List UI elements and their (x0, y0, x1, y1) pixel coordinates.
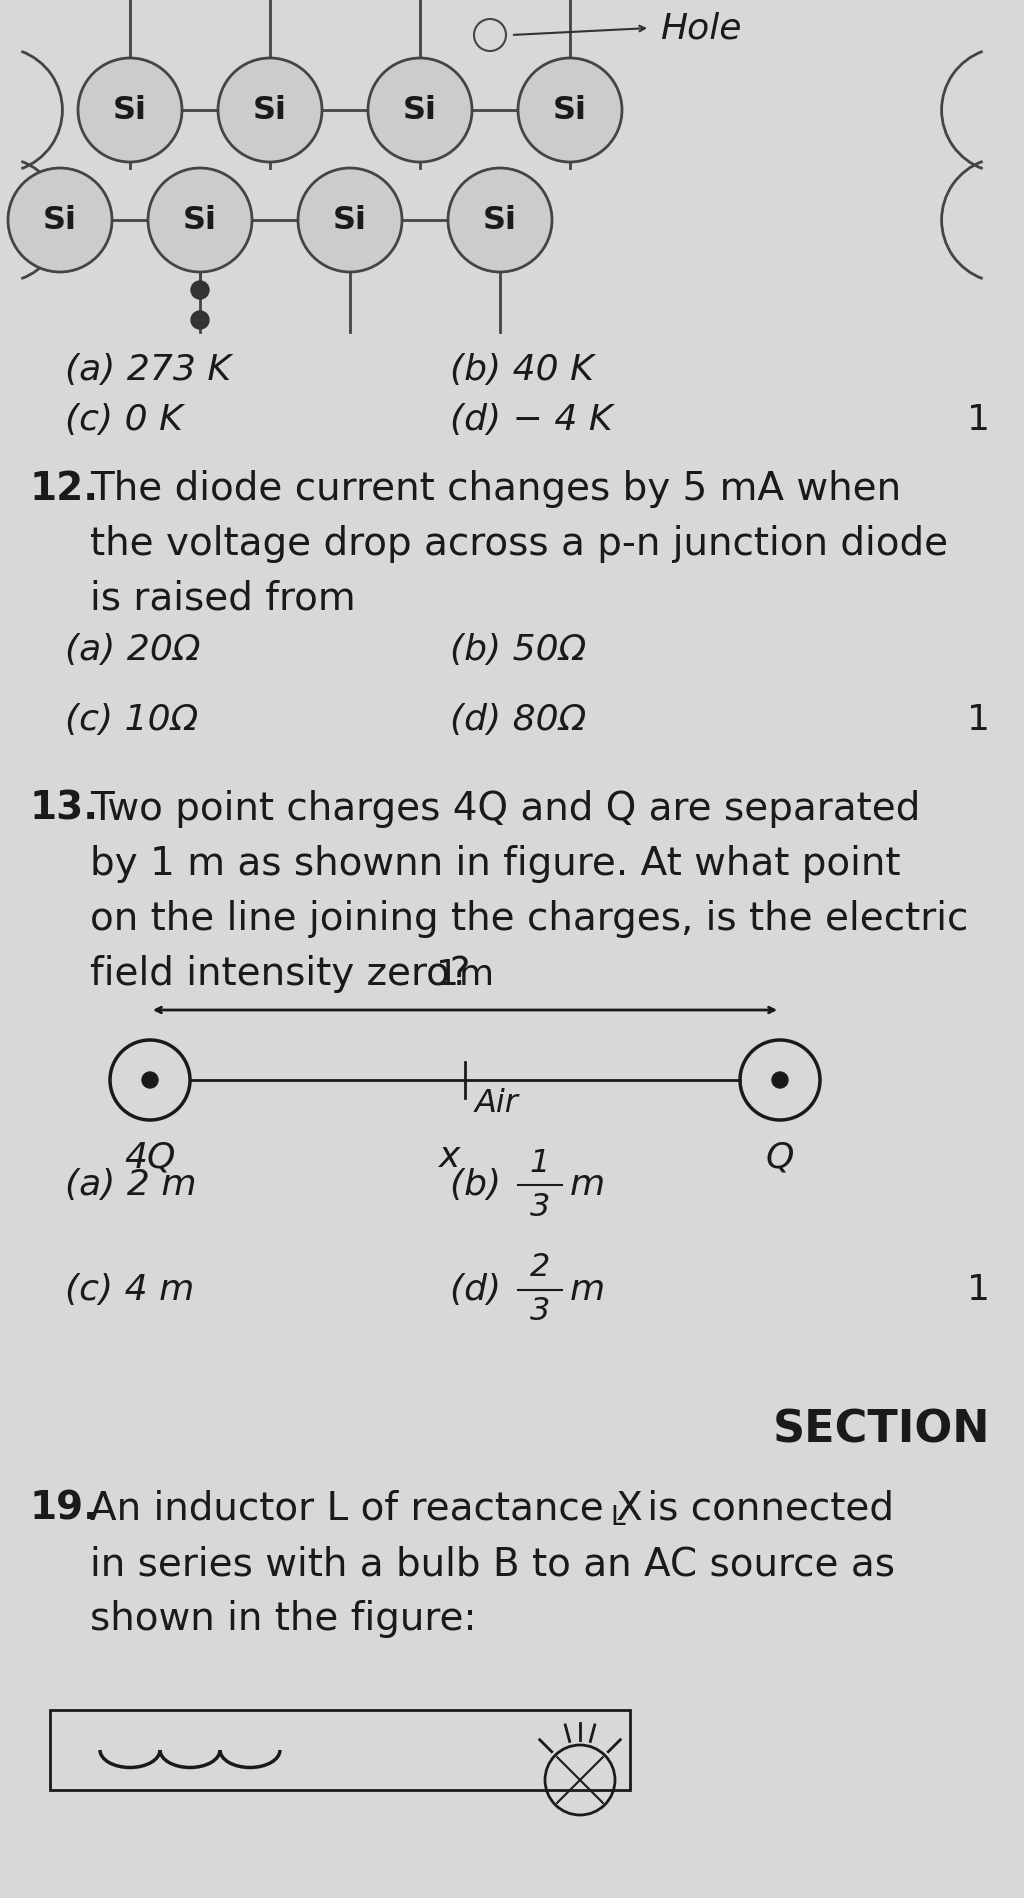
Text: x: x (439, 1141, 461, 1175)
Circle shape (191, 281, 209, 300)
Text: 3: 3 (529, 1296, 550, 1327)
Text: Si: Si (403, 95, 437, 125)
Circle shape (8, 169, 112, 271)
Circle shape (518, 59, 622, 161)
Text: (c) 10Ω: (c) 10Ω (65, 702, 199, 736)
Text: m: m (570, 1167, 605, 1201)
Text: 3: 3 (529, 1192, 550, 1222)
Text: SECTION: SECTION (772, 1408, 990, 1452)
Text: Si: Si (483, 205, 517, 235)
Text: 1: 1 (967, 1274, 990, 1308)
Text: Si: Si (113, 95, 147, 125)
Text: Q: Q (766, 1141, 795, 1175)
Text: Hole: Hole (660, 11, 741, 46)
Text: 1: 1 (967, 702, 990, 736)
Text: 1m: 1m (436, 958, 494, 993)
Bar (50, 1710, 630, 1790)
Text: is raised from: is raised from (90, 581, 355, 619)
Text: 19.: 19. (30, 1490, 99, 1528)
Text: (a) 273 K: (a) 273 K (65, 353, 231, 387)
Circle shape (449, 169, 552, 271)
Text: Si: Si (553, 95, 587, 125)
Text: by 1 m as shownn in figure. At what point: by 1 m as shownn in figure. At what poin… (90, 845, 900, 883)
Circle shape (772, 1072, 788, 1088)
Text: the voltage drop across a p-n junction diode: the voltage drop across a p-n junction d… (90, 526, 948, 564)
Circle shape (298, 169, 402, 271)
Text: 1: 1 (967, 402, 990, 437)
Text: 2: 2 (529, 1253, 550, 1283)
Text: 13.: 13. (30, 790, 99, 828)
Text: (b) 40 K: (b) 40 K (450, 353, 594, 387)
Circle shape (148, 169, 252, 271)
Circle shape (191, 311, 209, 328)
Text: on the line joining the charges, is the electric: on the line joining the charges, is the … (90, 900, 969, 938)
Text: (d) − 4 K: (d) − 4 K (450, 402, 612, 437)
Text: The diode current changes by 5 mA when: The diode current changes by 5 mA when (90, 471, 901, 509)
Text: Si: Si (183, 205, 217, 235)
Text: 1: 1 (529, 1148, 550, 1179)
Text: is connected: is connected (635, 1490, 894, 1528)
Text: 4Q: 4Q (124, 1141, 176, 1175)
Text: Si: Si (253, 95, 287, 125)
Text: Air: Air (475, 1088, 519, 1120)
Text: (b) 50Ω: (b) 50Ω (450, 634, 587, 666)
Text: (a) 2 m: (a) 2 m (65, 1167, 197, 1201)
Text: m: m (570, 1274, 605, 1308)
Text: field intensity zero?: field intensity zero? (90, 955, 470, 993)
Text: Si: Si (43, 205, 77, 235)
Circle shape (218, 59, 322, 161)
Text: L: L (610, 1505, 625, 1532)
Circle shape (368, 59, 472, 161)
Text: An inductor L of reactance X: An inductor L of reactance X (90, 1490, 643, 1528)
Text: (c) 4 m: (c) 4 m (65, 1274, 195, 1308)
Text: (d): (d) (450, 1274, 513, 1308)
Text: in series with a bulb B to an AC source as: in series with a bulb B to an AC source … (90, 1545, 895, 1583)
Text: shown in the figure:: shown in the figure: (90, 1600, 476, 1638)
Text: (c) 0 K: (c) 0 K (65, 402, 183, 437)
Text: 12.: 12. (30, 471, 99, 509)
Text: Si: Si (333, 205, 367, 235)
Text: Two point charges 4Q and Q are separated: Two point charges 4Q and Q are separated (90, 790, 921, 828)
Circle shape (142, 1072, 158, 1088)
Text: (b): (b) (450, 1167, 513, 1201)
Text: (d) 80Ω: (d) 80Ω (450, 702, 587, 736)
Text: (a) 20Ω: (a) 20Ω (65, 634, 201, 666)
Circle shape (78, 59, 182, 161)
